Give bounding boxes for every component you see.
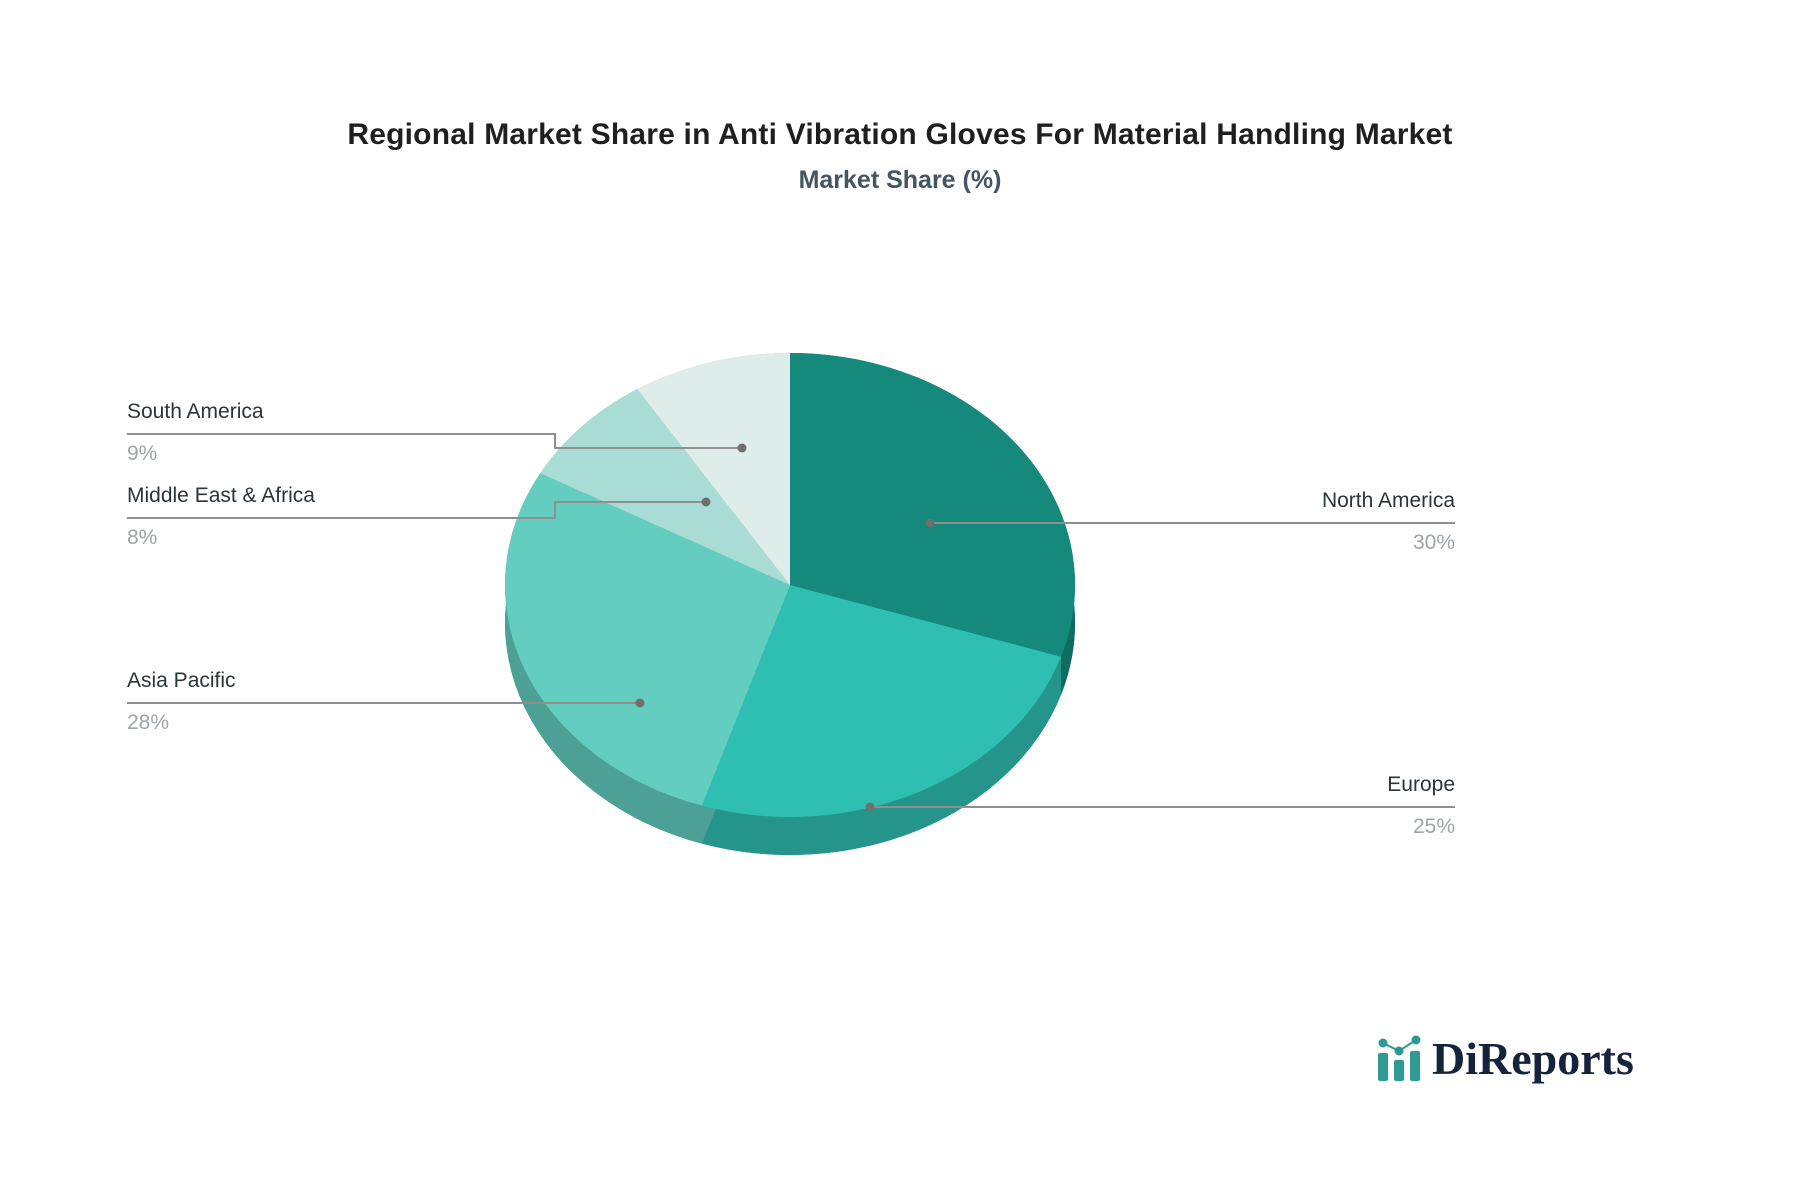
leader-dot-asia-pacific [635, 698, 645, 708]
leader-line-middle-east-africa [127, 501, 706, 519]
slice-label-asia-pacific: Asia Pacific [127, 669, 236, 692]
pie-slices [505, 353, 1076, 817]
slice-label-europe: Europe [1387, 773, 1455, 796]
chart-subtitle: Market Share (%) [798, 166, 1002, 194]
leader-dot-europe [865, 802, 875, 812]
slice-label-middle-east-africa: Middle East & Africa [127, 484, 315, 507]
slice-value-middle-east-africa: 8% [127, 526, 158, 549]
leader-dot-north-america [925, 518, 935, 528]
logo-bar-3 [1410, 1051, 1420, 1081]
slice-label-south-america: South America [127, 400, 264, 423]
leader-line-south-america [127, 433, 742, 449]
direports-logo: DiReports [1376, 1030, 1634, 1086]
slice-value-asia-pacific: 28% [127, 711, 170, 734]
pie-slice-asia-pacific[interactable] [505, 473, 790, 806]
logo-dot-3 [1411, 1035, 1421, 1045]
pie-leader-lines [127, 433, 1455, 812]
pie-slice-europe[interactable] [701, 585, 1062, 817]
pie-slice-wall-europe [701, 656, 1062, 855]
pie-slice-middle-east-africa[interactable] [540, 389, 790, 585]
logo-bar-1 [1378, 1053, 1388, 1081]
leader-dot-south-america [737, 443, 747, 453]
logo-dot-2 [1394, 1046, 1404, 1056]
pie-slice-south-america[interactable] [637, 353, 790, 585]
leader-dot-middle-east-africa [701, 497, 711, 507]
direports-logo-text: DiReports [1432, 1032, 1634, 1084]
logo-dot-1 [1378, 1038, 1388, 1048]
slice-value-europe: 25% [1412, 815, 1455, 838]
pie-slice-wall-asia-pacific [504, 473, 702, 844]
logo-bar-2 [1394, 1060, 1404, 1081]
slice-value-north-america: 30% [1412, 531, 1455, 554]
direports-logo-icon [1378, 1035, 1421, 1081]
slice-label-north-america: North America [1321, 489, 1455, 512]
slice-value-south-america: 9% [127, 442, 158, 465]
pie-slice-north-america[interactable] [790, 353, 1076, 657]
chart-title: Regional Market Share in Anti Vibration … [347, 118, 1453, 151]
